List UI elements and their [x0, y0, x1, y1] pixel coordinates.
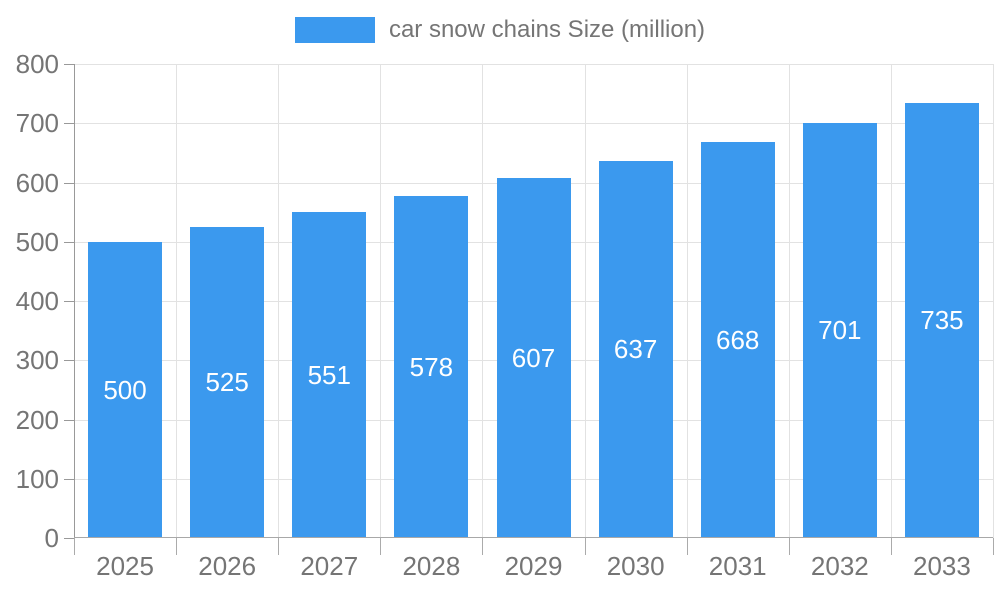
- y-axis-line: [74, 64, 75, 538]
- gridline-v: [482, 64, 484, 538]
- bar[interactable]: [700, 142, 775, 538]
- x-axis-tick: [584, 538, 586, 555]
- x-tick-label: 2029: [504, 551, 563, 581]
- y-axis-tick: [64, 182, 74, 184]
- gridline-v: [584, 64, 586, 538]
- y-tick-label: 0: [44, 523, 59, 553]
- y-axis-tick: [64, 538, 74, 539]
- x-tick-label: 2025: [96, 551, 154, 581]
- x-tick-label: 2031: [708, 551, 767, 581]
- y-axis-tick: [64, 241, 74, 243]
- gridline-v: [278, 64, 280, 538]
- y-tick-label: 800: [15, 49, 59, 79]
- y-axis-tick: [64, 419, 74, 421]
- x-tick-label: 2032: [810, 551, 869, 581]
- bar[interactable]: [190, 226, 265, 538]
- x-tick-label: 2027: [300, 551, 359, 581]
- gridline-v: [686, 64, 688, 538]
- x-axis-tick: [278, 538, 280, 555]
- y-tick-label: 500: [15, 226, 59, 257]
- y-axis-tick: [64, 478, 74, 480]
- gridline-v: [380, 64, 382, 538]
- gridline-v: [890, 64, 892, 538]
- bar[interactable]: [598, 160, 673, 538]
- bar[interactable]: [904, 102, 979, 538]
- y-axis-tick: [64, 360, 74, 362]
- x-tick-label: 2033: [913, 551, 971, 581]
- x-tick-label: 2028: [402, 551, 461, 581]
- x-axis-tick: [890, 538, 892, 555]
- y-axis-tick: [64, 301, 74, 302]
- gridline-h: [74, 64, 993, 65]
- y-tick-label: 100: [15, 463, 59, 494]
- legend[interactable]: car snow chains Size (million): [0, 16, 1000, 44]
- bar[interactable]: [394, 195, 469, 538]
- legend-swatch-icon: [294, 17, 375, 43]
- y-axis-tick: [64, 123, 74, 125]
- bar[interactable]: [292, 211, 367, 538]
- gridline-v: [993, 64, 994, 538]
- y-tick-label: 600: [15, 167, 59, 198]
- x-axis-tick: [74, 538, 75, 555]
- x-axis-tick: [380, 538, 382, 555]
- x-axis-tick: [686, 538, 688, 555]
- x-axis-tick: [482, 538, 484, 555]
- gridline-v: [788, 64, 790, 538]
- gridline-v: [176, 64, 178, 538]
- bar[interactable]: [496, 178, 571, 538]
- y-tick-label: 300: [15, 345, 59, 376]
- x-axis-tick: [788, 538, 790, 555]
- legend-label: car snow chains Size (million): [388, 16, 706, 43]
- x-tick-label: 2026: [198, 551, 257, 581]
- bar[interactable]: [88, 241, 163, 538]
- bar[interactable]: [802, 122, 877, 538]
- y-tick-label: 200: [15, 404, 59, 435]
- x-axis-line: [74, 537, 993, 538]
- x-tick-label: 2030: [606, 551, 665, 581]
- plot-area: 500 525 551 578 607 637 668 701 735: [74, 64, 994, 538]
- y-tick-label: 700: [15, 108, 59, 139]
- gridline-h: [74, 123, 993, 125]
- y-tick-label: 400: [15, 286, 59, 316]
- x-axis-tick: [993, 538, 994, 555]
- x-axis-tick: [176, 538, 178, 555]
- y-axis-tick: [64, 64, 74, 65]
